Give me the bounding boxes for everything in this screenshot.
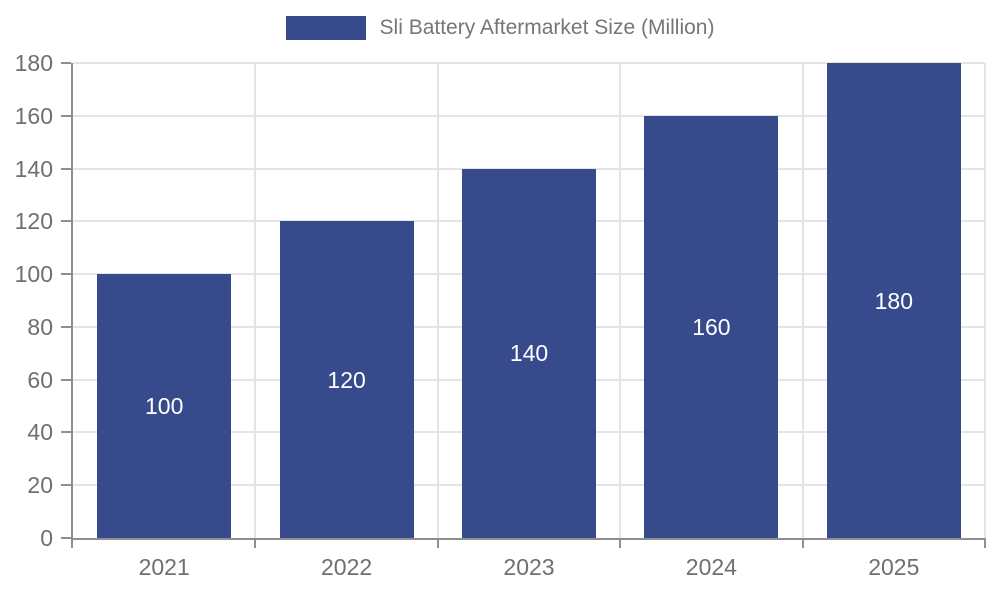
x-axis-tick-label: 2021: [138, 554, 190, 580]
y-axis-tick: [61, 220, 71, 223]
y-axis-tick: [61, 273, 71, 276]
gridline-vertical: [619, 63, 622, 538]
y-axis-tick-label: 0: [40, 525, 53, 551]
x-axis-tick-label: 2022: [321, 554, 373, 580]
x-axis-tick: [619, 538, 622, 548]
bar-2022[interactable]: [279, 221, 414, 538]
gridline-vertical: [254, 63, 257, 538]
x-axis-tick-label: 2024: [685, 554, 737, 580]
legend-label: Sli Battery Aftermarket Size (Million): [379, 16, 715, 39]
gridline-horizontal: [73, 62, 985, 64]
y-axis-tick: [61, 62, 71, 64]
y-axis-tick: [61, 484, 71, 487]
y-axis-tick: [61, 378, 71, 381]
x-axis-tick: [71, 538, 73, 548]
y-axis-tick: [61, 325, 71, 328]
x-axis-tick: [254, 538, 257, 548]
gridline-vertical: [436, 63, 439, 538]
y-axis-tick-label: 80: [27, 313, 53, 340]
y-axis-tick-label: 60: [27, 366, 53, 393]
plot-area: 0 20 40 60 80 100 120 140 160 180 100 2021 120 2022 14…: [15, 50, 986, 580]
x-axis-tick: [801, 538, 804, 548]
x-axis-tick: [984, 538, 986, 548]
bar-2023[interactable]: [462, 168, 596, 538]
x-axis-tick-label: 2025: [868, 554, 920, 580]
gridline-vertical: [984, 63, 986, 538]
y-axis-tick: [61, 537, 71, 539]
x-axis-tick-label: 2023: [503, 554, 555, 580]
gridline-horizontal: [73, 114, 985, 117]
y-axis-tick-label: 160: [14, 102, 53, 129]
bar-2025[interactable]: [826, 63, 961, 538]
y-axis-tick-label: 100: [14, 261, 53, 288]
y-axis-tick-label: 40: [27, 419, 53, 446]
y-axis-tick: [61, 114, 71, 117]
y-axis-tick: [61, 431, 71, 434]
gridline-vertical: [801, 63, 804, 538]
y-axis-tick-label: 20: [27, 472, 53, 499]
y-axis-tick: [61, 167, 71, 170]
legend[interactable]: Sli Battery Aftermarket Size (Million): [0, 16, 1000, 40]
legend-swatch[interactable]: [285, 16, 366, 40]
y-axis-tick-label: 140: [14, 155, 53, 182]
bar-2024[interactable]: [644, 115, 779, 538]
x-axis-tick: [436, 538, 439, 548]
y-axis-tick-label: 120: [14, 208, 53, 235]
y-axis-tick-label: 180: [14, 50, 53, 76]
bar-2021[interactable]: [97, 274, 232, 538]
